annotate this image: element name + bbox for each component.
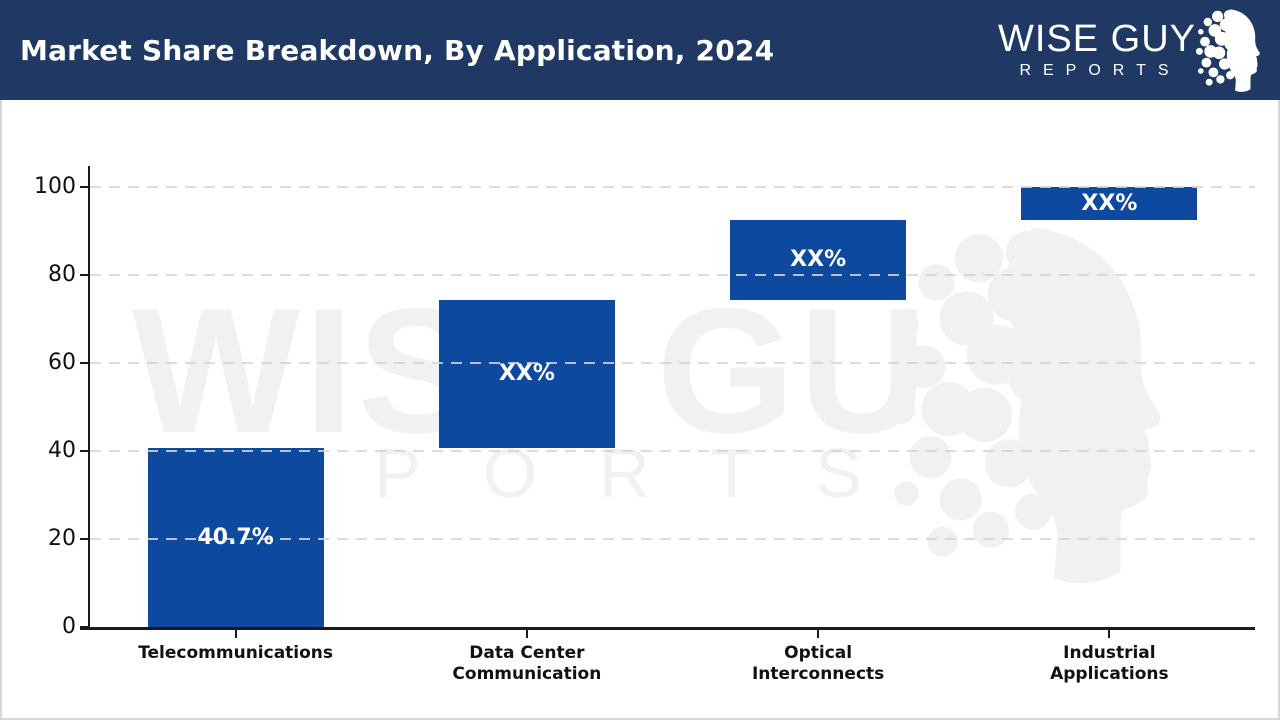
x-category-label-line: Telecommunications [138,643,334,663]
brand-logo: WISE GUY REPORTS [998,8,1262,92]
y-tick-100 [80,186,88,188]
watermark-subtext: PORTS [374,434,924,512]
x-tick [1108,630,1111,638]
bar-segment [438,300,615,448]
y-tick-20 [80,538,88,540]
x-category-label-line: Communication [452,664,602,684]
gridline-100 [90,186,1255,188]
bar-segment [1021,187,1198,220]
y-tick-label: 100 [34,174,76,199]
gridline-40 [90,450,1255,452]
y-tick-60 [80,362,88,364]
x-tick [234,630,237,638]
chart-area: WISE GU PORTS 0 20 40 60 80 100 40.7% Telecommu… [0,100,1280,720]
x-category-label-line: Optical [784,643,853,663]
y-tick-label: 0 [62,614,76,639]
y-tick-label: 60 [48,350,76,375]
x-category-label-line: Applications [1050,664,1169,684]
bar-value-label: XX% [498,361,555,387]
y-tick-80 [80,274,88,276]
x-category-label: Telecommunications [86,643,386,664]
y-tick-label: 40 [48,438,76,463]
head-profile-icon [1195,9,1260,92]
x-category-label: Data Center Communication [377,643,677,685]
y-tick-40 [80,450,88,452]
y-tick-label: 80 [48,262,76,287]
brand-logo-text: WISE GUY REPORTS [998,20,1196,80]
gridline-80 [90,274,1255,276]
watermark-head-profile-icon [885,228,1161,584]
bar-value-label: 40.7% [197,524,274,550]
x-tick [525,630,528,638]
x-category-label-line: Industrial [1063,643,1156,663]
chart-title: Market Share Breakdown, By Application, … [20,33,775,67]
x-category-label-line: Interconnects [751,664,885,684]
bar-value-label: XX% [1081,190,1138,216]
bar-segment [147,447,324,627]
logo-subtext: REPORTS [1019,62,1181,79]
x-category-label-line: Data Center [469,643,585,663]
gridline-20 [90,538,1255,540]
header-bar: Market Share Breakdown, By Application, … [0,0,1280,100]
y-tick-label: 20 [48,526,76,551]
logo-wordmark: WISE GUY [997,18,1196,60]
x-tick [817,630,820,638]
x-axis-line [80,627,1255,630]
bar-value-label: XX% [790,247,847,273]
x-category-label: Optical Interconnects [668,643,968,685]
x-category-label: Industrial Applications [959,643,1259,685]
bar-segment [730,219,907,301]
gridline-60 [90,362,1255,364]
y-axis-line [88,166,90,627]
